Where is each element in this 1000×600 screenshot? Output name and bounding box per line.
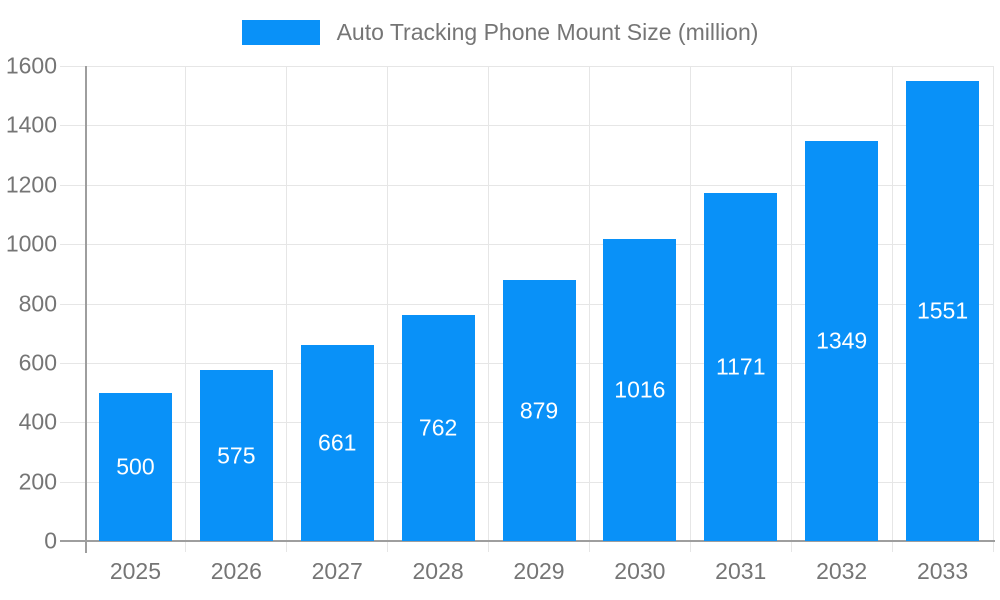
legend-item[interactable]: Auto Tracking Phone Mount Size (million) bbox=[241, 19, 759, 46]
bar-value-label: 500 bbox=[116, 453, 155, 480]
x-tick-label: 2029 bbox=[513, 558, 565, 584]
y-axis-line bbox=[85, 66, 87, 553]
bar-value-label: 661 bbox=[318, 429, 357, 456]
x-axis-line bbox=[60, 540, 995, 542]
bar bbox=[603, 239, 677, 541]
x-tick-label: 2033 bbox=[916, 558, 969, 584]
x-gridline bbox=[992, 66, 994, 552]
y-tick-label: 1200 bbox=[5, 171, 57, 198]
bar-value-label: 1349 bbox=[816, 327, 868, 354]
plot-area: 0 200 400 600 800 1000 1200 1400 1600 500 2025 575 2… bbox=[6, 53, 995, 584]
bar bbox=[906, 80, 980, 541]
x-tick-label: 2026 bbox=[210, 558, 262, 584]
x-gridline bbox=[588, 66, 590, 552]
bar bbox=[300, 344, 374, 541]
x-gridline bbox=[689, 66, 691, 552]
x-gridline bbox=[488, 66, 490, 552]
bar bbox=[401, 314, 475, 541]
x-gridline bbox=[790, 66, 792, 552]
bar-value-label: 762 bbox=[418, 414, 458, 441]
x-tick-label: 2027 bbox=[311, 558, 363, 584]
bar bbox=[199, 370, 273, 541]
bar bbox=[502, 280, 576, 541]
y-gridline bbox=[60, 125, 993, 127]
x-tick-label: 2025 bbox=[109, 558, 162, 584]
legend-label: Auto Tracking Phone Mount Size (million) bbox=[336, 19, 759, 45]
legend-swatch-icon bbox=[241, 20, 320, 45]
y-tick-label: 1400 bbox=[5, 111, 57, 138]
x-tick-label: 2032 bbox=[816, 558, 868, 584]
bar-value-label: 575 bbox=[217, 442, 256, 469]
y-tick-label: 800 bbox=[18, 290, 57, 316]
y-gridline bbox=[60, 184, 993, 186]
x-tick-label: 2031 bbox=[715, 558, 767, 584]
bar bbox=[98, 392, 172, 541]
y-tick-label: 1600 bbox=[5, 52, 57, 79]
y-tick-label: 400 bbox=[18, 408, 57, 435]
chart-legend: Auto Tracking Phone Mount Size (million) bbox=[0, 19, 1000, 46]
x-tick-label: 2028 bbox=[412, 558, 464, 584]
x-gridline bbox=[185, 66, 187, 552]
x-gridline bbox=[387, 66, 389, 552]
bar bbox=[805, 140, 879, 541]
bar-value-label: 1016 bbox=[614, 376, 666, 403]
y-tick-label: 1000 bbox=[5, 230, 57, 257]
y-gridline bbox=[60, 66, 993, 67]
bar-value-label: 1551 bbox=[916, 297, 969, 324]
y-tick-label: 0 bbox=[44, 527, 57, 554]
y-tick-label: 200 bbox=[18, 468, 57, 495]
x-gridline bbox=[286, 66, 288, 552]
y-gridline bbox=[60, 244, 993, 246]
x-tick-label: 2030 bbox=[614, 558, 666, 584]
y-tick-label: 600 bbox=[18, 349, 57, 376]
bar-value-label: 1171 bbox=[716, 353, 766, 380]
bar-value-label: 879 bbox=[519, 397, 559, 424]
bar bbox=[704, 193, 778, 541]
x-gridline bbox=[891, 66, 893, 552]
